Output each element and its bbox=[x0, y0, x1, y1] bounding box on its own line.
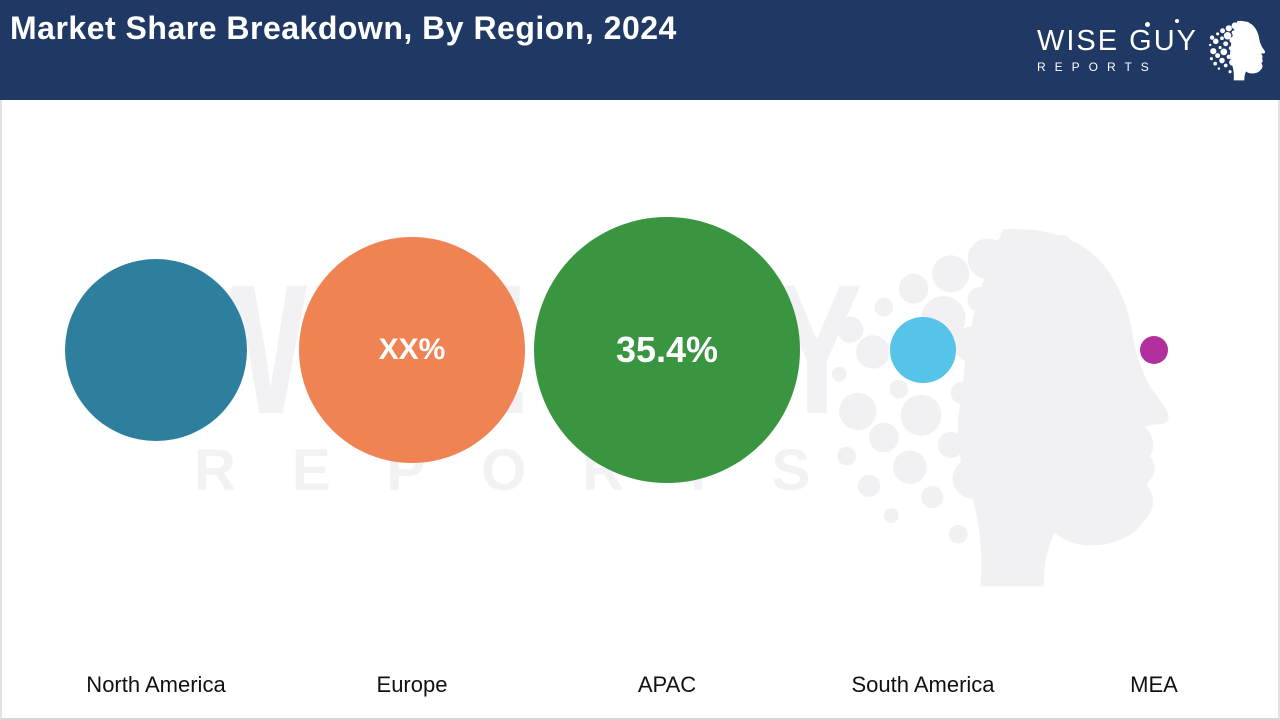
chart-area: WISE GUY REPORTS XX% 35.4% North America… bbox=[0, 100, 1280, 720]
brand-subtitle: REPORTS bbox=[1036, 59, 1158, 74]
brand-name: WISE GUY bbox=[1036, 25, 1198, 58]
page-title: Market Share Breakdown, By Region, 2024 bbox=[10, 10, 677, 46]
category-label-apac: APAC bbox=[637, 672, 697, 697]
bubble-europe: XX% bbox=[299, 237, 525, 463]
watermark-subtitle-text: REPORTS bbox=[194, 438, 867, 503]
bubble-south-america bbox=[890, 317, 956, 383]
category-label-mea: MEA bbox=[1130, 672, 1178, 697]
brand-text: WISE GUY REPORTS bbox=[1036, 19, 1198, 74]
bubble-apac: 35.4% bbox=[534, 217, 800, 483]
bubble-value-label: XX% bbox=[378, 333, 446, 366]
brand-logo: WISE GUY REPORTS bbox=[1037, 8, 1266, 92]
bubble-value-label: 35.4% bbox=[615, 329, 719, 370]
header: Market Share Breakdown, By Region, 2024 … bbox=[0, 0, 1280, 100]
watermark-head-icon bbox=[831, 228, 1169, 587]
bubble-north-america bbox=[65, 259, 247, 441]
bubble-mea bbox=[1140, 336, 1168, 364]
category-label-north-america: North America bbox=[86, 672, 226, 697]
logo-head-icon bbox=[1208, 20, 1266, 81]
category-label-south-america: South America bbox=[851, 672, 995, 697]
category-label-europe: Europe bbox=[376, 672, 448, 697]
